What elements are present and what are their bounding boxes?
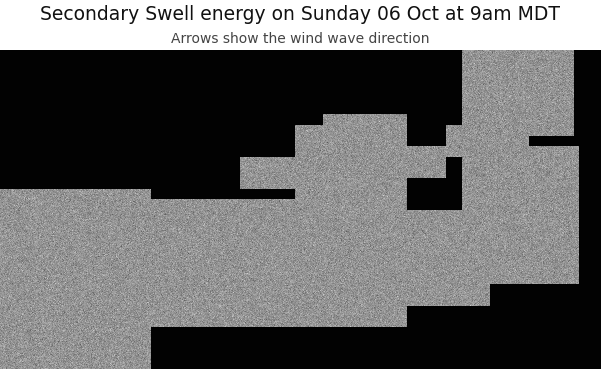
Text: Secondary Swell energy on Sunday 06 Oct at 9am MDT: Secondary Swell energy on Sunday 06 Oct …	[40, 6, 561, 24]
Text: Arrows show the wind wave direction: Arrows show the wind wave direction	[171, 32, 430, 46]
